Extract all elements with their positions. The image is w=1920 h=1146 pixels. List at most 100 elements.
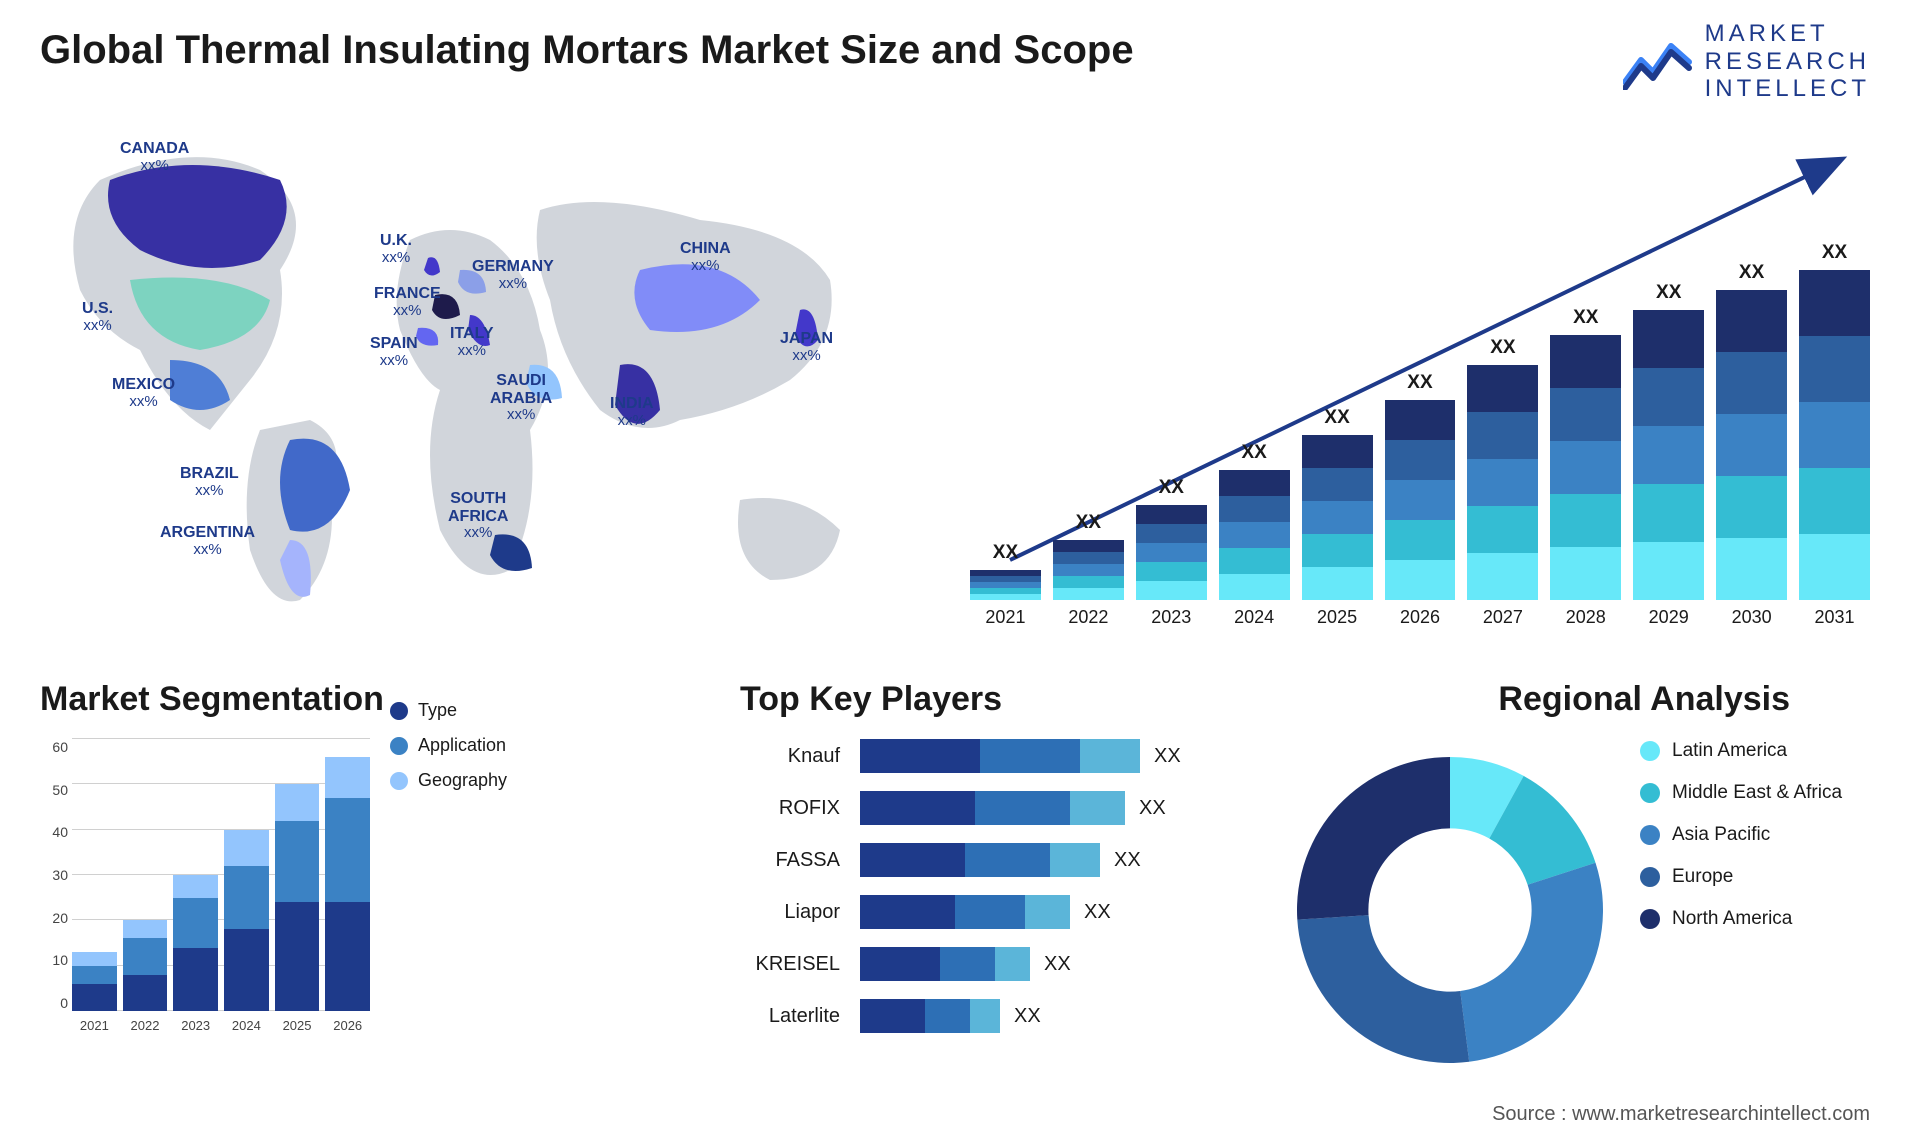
growth-bar-segment — [1716, 414, 1787, 476]
map-label-saudi: SAUDIARABIAxx% — [490, 372, 552, 424]
legend-label: Application — [418, 735, 506, 756]
growth-bar-segment — [1467, 459, 1538, 506]
regional-legend-item: Latin America — [1640, 740, 1842, 762]
legend-swatch — [390, 772, 408, 790]
growth-bar-2029: XX2029 — [1633, 282, 1704, 600]
regional-legend-item: North America — [1640, 908, 1842, 930]
logo-text: MARKET RESEARCH INTELLECT — [1705, 20, 1870, 103]
player-bar-segment — [965, 843, 1050, 877]
growth-bar-segment — [1633, 542, 1704, 600]
legend-swatch — [390, 702, 408, 720]
legend-label: Geography — [418, 770, 507, 791]
growth-bar-segment — [1385, 440, 1456, 480]
growth-bar-segment — [1136, 505, 1207, 524]
growth-bar-segment — [1219, 496, 1290, 522]
growth-bar-segment — [1385, 480, 1456, 520]
growth-bar-2031: XX2031 — [1799, 242, 1870, 600]
player-value: XX — [1044, 953, 1071, 976]
seg-bar-segment — [123, 938, 168, 974]
seg-ytick: 10 — [40, 952, 68, 968]
legend-label: North America — [1672, 908, 1792, 930]
player-bar-segment — [975, 791, 1070, 825]
growth-bar-segment — [1550, 441, 1621, 494]
growth-bar-segment — [1550, 335, 1621, 388]
growth-bar-year-label: 2028 — [1550, 607, 1621, 628]
player-name: FASSA — [740, 849, 860, 872]
donut-slice — [1460, 863, 1603, 1062]
seg-xlabel: 2024 — [224, 1018, 269, 1033]
growth-bar-value-label: XX — [1407, 372, 1432, 394]
seg-ytick: 20 — [40, 910, 68, 926]
growth-bar-year-label: 2029 — [1633, 607, 1704, 628]
logo-line-3: INTELLECT — [1705, 75, 1870, 103]
logo-line-2: RESEARCH — [1705, 48, 1870, 76]
growth-bar-segment — [1053, 540, 1124, 552]
growth-bar-segment — [1467, 412, 1538, 459]
growth-bar-value-label: XX — [1656, 282, 1681, 304]
map-label-italy: ITALYxx% — [450, 325, 494, 359]
player-value: XX — [1139, 797, 1166, 820]
map-label-france: FRANCExx% — [374, 285, 441, 319]
growth-bar-2026: XX2026 — [1385, 372, 1456, 600]
regional-donut — [1280, 740, 1620, 1080]
growth-bar-segment — [1053, 552, 1124, 564]
regional-legend-item: Asia Pacific — [1640, 824, 1842, 846]
seg-ytick: 60 — [40, 739, 68, 755]
brand-logo: MARKET RESEARCH INTELLECT — [1623, 20, 1870, 103]
seg-ytick: 40 — [40, 824, 68, 840]
map-label-south_africa: SOUTHAFRICAxx% — [448, 490, 508, 542]
growth-bar-value-label: XX — [1076, 512, 1101, 534]
growth-bar-2030: XX2030 — [1716, 262, 1787, 600]
player-bar-segment — [860, 739, 980, 773]
growth-bar-segment — [970, 594, 1041, 600]
growth-bar-segment — [1302, 435, 1373, 468]
growth-bar-segment — [1799, 402, 1870, 468]
growth-bar-segment — [1550, 388, 1621, 441]
seg-bar-2025: 2025 — [275, 784, 320, 1011]
seg-legend-item: Application — [390, 735, 507, 756]
growth-bar-2025: XX2025 — [1302, 407, 1373, 600]
map-country-brazil — [280, 439, 350, 532]
growth-bar-value-label: XX — [1490, 337, 1515, 359]
player-value: XX — [1084, 901, 1111, 924]
growth-bar-year-label: 2030 — [1716, 607, 1787, 628]
growth-bar-segment — [1716, 290, 1787, 352]
growth-bar-segment — [1302, 501, 1373, 534]
seg-bar-2026: 2026 — [325, 757, 370, 1011]
legend-label: Europe — [1672, 866, 1733, 888]
legend-swatch — [1640, 741, 1660, 761]
growth-bar-value-label: XX — [1324, 407, 1349, 429]
legend-swatch — [390, 737, 408, 755]
seg-bar-segment — [72, 952, 117, 966]
growth-bar-segment — [1716, 476, 1787, 538]
seg-legend-item: Type — [390, 700, 507, 721]
seg-bar-segment — [173, 898, 218, 948]
page-title: Global Thermal Insulating Mortars Market… — [40, 28, 1134, 73]
player-bar-segment — [860, 843, 965, 877]
seg-bar-segment — [275, 902, 320, 1011]
player-bar-segment — [860, 947, 940, 981]
growth-bar-segment — [1219, 522, 1290, 548]
growth-bar-segment — [1385, 520, 1456, 560]
growth-bar-segment — [1136, 562, 1207, 581]
seg-bar-segment — [72, 966, 117, 984]
growth-bar-segment — [1716, 352, 1787, 414]
map-label-india: INDIAxx% — [610, 395, 654, 429]
legend-swatch — [1640, 825, 1660, 845]
player-row: LiaporXX — [740, 895, 1280, 929]
player-value: XX — [1114, 849, 1141, 872]
map-label-uk: U.K.xx% — [380, 232, 412, 266]
segmentation-legend: Type Application Geography — [390, 700, 507, 805]
growth-bar-value-label: XX — [1241, 442, 1266, 464]
legend-swatch — [1640, 909, 1660, 929]
donut-slice — [1297, 915, 1469, 1063]
seg-xlabel: 2021 — [72, 1018, 117, 1033]
player-value: XX — [1154, 745, 1181, 768]
regional-legend-item: Europe — [1640, 866, 1842, 888]
growth-bar-segment — [1219, 470, 1290, 496]
seg-bar-2021: 2021 — [72, 952, 117, 1011]
seg-xlabel: 2025 — [275, 1018, 320, 1033]
growth-bar-year-label: 2023 — [1136, 607, 1207, 628]
growth-bar-value-label: XX — [993, 542, 1018, 564]
legend-label: Latin America — [1672, 740, 1787, 762]
